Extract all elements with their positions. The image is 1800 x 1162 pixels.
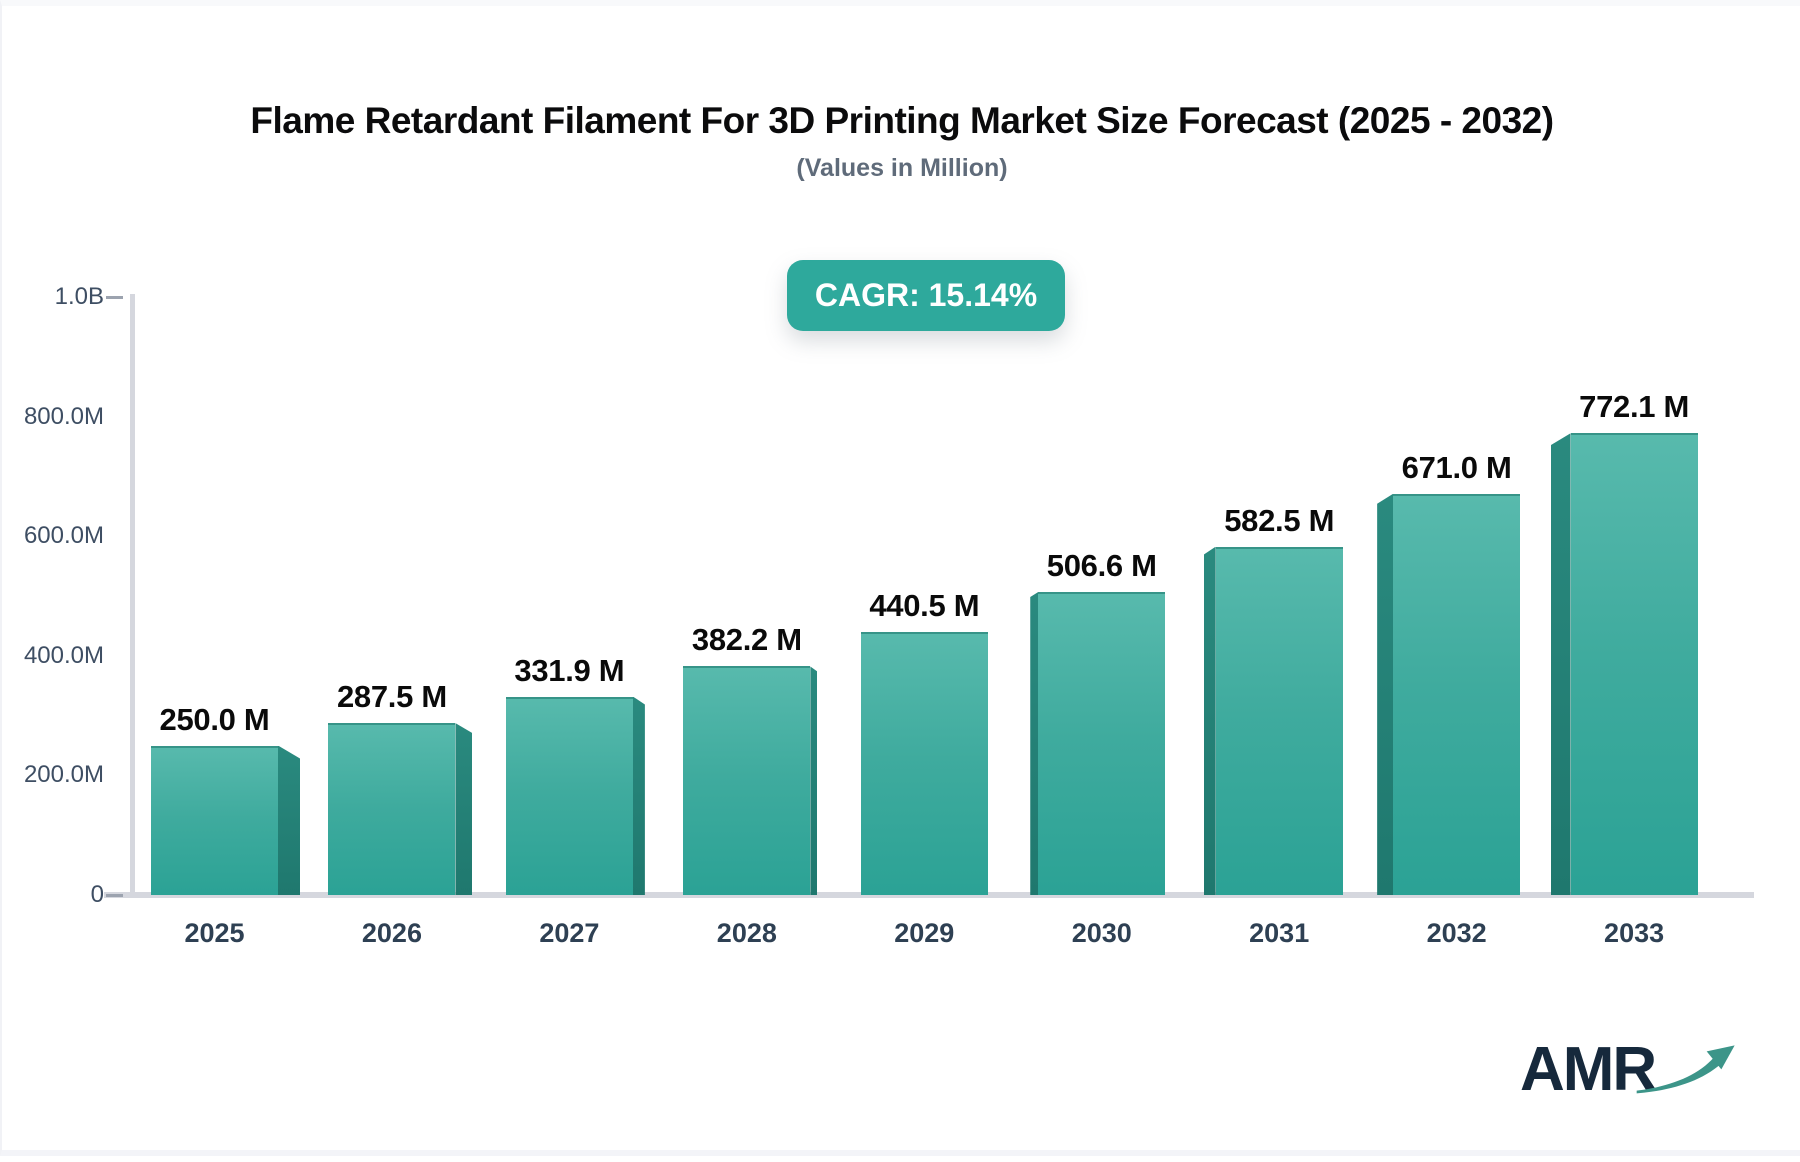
bar: [860, 631, 988, 895]
bar-side-face: [455, 723, 473, 895]
bar: [151, 745, 278, 895]
logo-text: AMR: [1520, 1035, 1657, 1104]
y-tick-label: 200.0M: [23, 761, 104, 789]
bar: [1570, 433, 1698, 895]
bar-side-face: [1030, 592, 1039, 895]
y-tick-label: 0: [90, 881, 104, 908]
y-tick-label: 400.0M: [23, 641, 104, 669]
y-axis-line: [130, 294, 135, 898]
x-axis-label: 2025: [184, 918, 245, 948]
bar: [1038, 592, 1166, 895]
chart-subtitle: (Values in Million): [796, 154, 1008, 182]
bar-value-label: 671.0 M: [1401, 449, 1512, 485]
plot-area: 1.0B 800.0M 600.0M 400.0M 200.0M 0 250.0 M 2025…: [2, 6, 1800, 1162]
bar-value-label: 440.5 M: [869, 587, 980, 623]
growth-arrow-icon: [1636, 1045, 1735, 1094]
bar-side-face: [1550, 433, 1571, 895]
bar: [1393, 493, 1521, 895]
x-axis-label: 2026: [361, 918, 422, 948]
y-tick-label: 800.0M: [23, 402, 104, 430]
bar-side-face: [1377, 493, 1394, 895]
bar-value-label: 250.0 M: [159, 701, 270, 737]
bar-value-label: 506.6 M: [1046, 548, 1157, 584]
cagr-badge-label: CAGR: 15.14%: [814, 277, 1038, 313]
y-tick-dash: [106, 894, 123, 897]
y-tick-dash: [106, 296, 123, 299]
bar: [683, 666, 811, 895]
x-axis-label: 2029: [894, 918, 955, 948]
bar: [505, 696, 633, 895]
bar-side-face: [810, 666, 818, 895]
bar-side-face: [632, 696, 645, 895]
bar-value-label: 772.1 M: [1579, 389, 1690, 425]
x-axis-label: 2033: [1604, 918, 1665, 948]
bar-value-label: 582.5 M: [1224, 502, 1335, 538]
bar-side-face: [1203, 546, 1216, 895]
x-axis-label: 2030: [1071, 918, 1132, 948]
x-axis-label: 2028: [716, 918, 777, 948]
cagr-badge: CAGR: 15.14%: [787, 260, 1065, 331]
x-axis-label: 2027: [539, 918, 600, 948]
x-axis-label: 2032: [1426, 918, 1487, 948]
y-tick-label: 600.0M: [23, 522, 104, 550]
chart-title: Flame Retardant Filament For 3D Printing…: [250, 100, 1554, 141]
bar-value-label: 287.5 M: [336, 679, 447, 715]
bar-value-label: 331.9 M: [514, 652, 625, 688]
x-axis-line: [104, 892, 1754, 898]
bar: [1215, 546, 1343, 895]
bar-side-face: [278, 745, 300, 895]
bar-value-label: 382.2 M: [691, 622, 802, 658]
amr-logo: AMR: [1520, 1034, 1735, 1114]
bar: [328, 723, 456, 895]
x-axis-label: 2031: [1249, 918, 1310, 948]
y-tick-label: 1.0B: [54, 283, 104, 310]
